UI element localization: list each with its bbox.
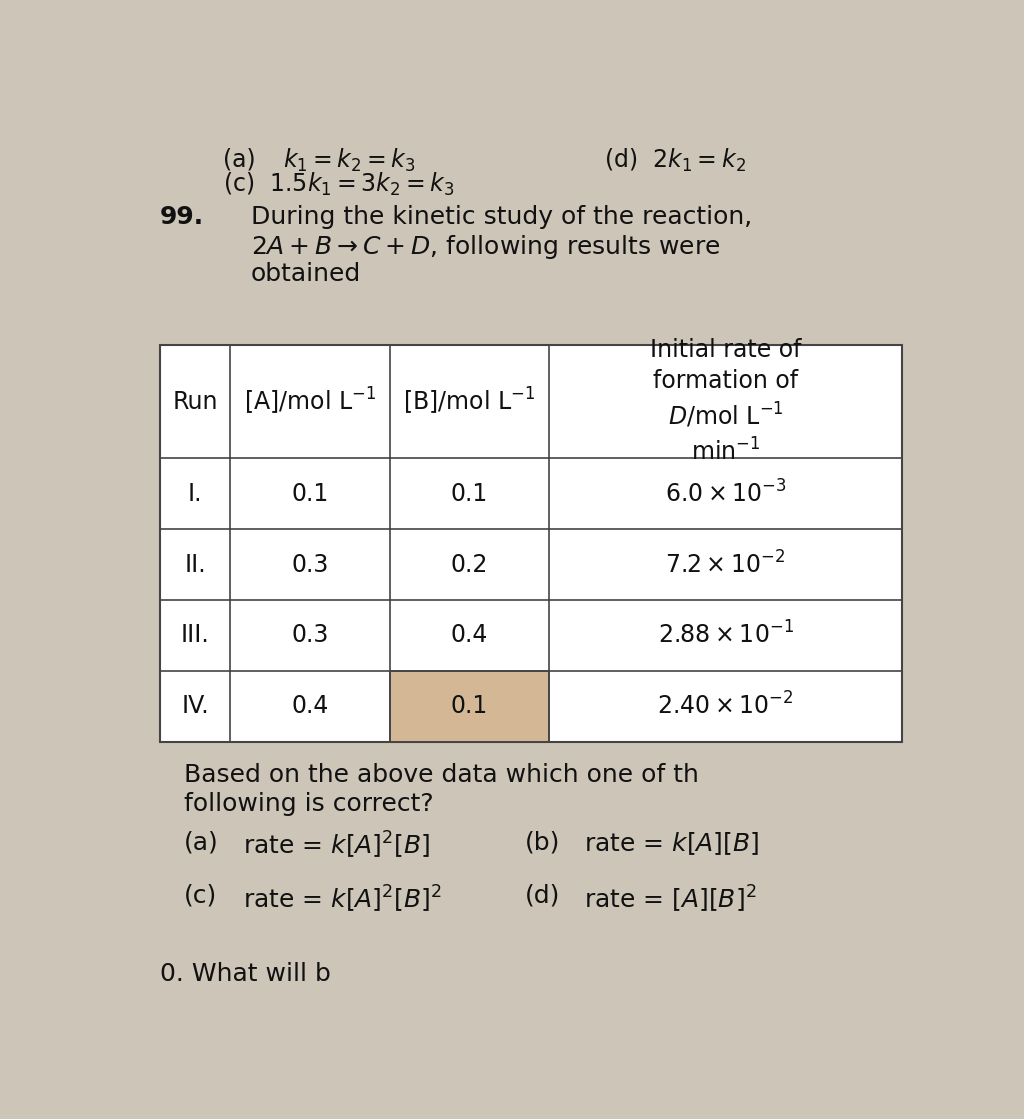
Text: (d)  $2k_1 = k_2$: (d) $2k_1 = k_2$ (604, 148, 746, 175)
Text: (c)  $1.5k_1 = 3k_2 = k_3$: (c) $1.5k_1 = 3k_2 = k_3$ (223, 170, 455, 198)
Text: (c): (c) (183, 884, 217, 908)
Text: $7.2 \times 10^{-2}$: $7.2 \times 10^{-2}$ (666, 551, 785, 579)
Text: rate = $k[A]^2[B]$: rate = $k[A]^2[B]$ (243, 830, 430, 862)
Text: Initial rate of
formation of
$D$/mol L$^{-1}$
min$^{-1}$: Initial rate of formation of $D$/mol L$^… (650, 338, 802, 466)
Text: (b): (b) (524, 830, 560, 855)
Text: 0.1: 0.1 (292, 482, 329, 506)
Text: 0.4: 0.4 (451, 623, 488, 648)
Text: 99.: 99. (160, 205, 204, 229)
Text: III.: III. (180, 623, 209, 648)
Text: (a): (a) (223, 148, 256, 171)
Text: $2.40 \times 10^{-2}$: $2.40 \times 10^{-2}$ (657, 693, 794, 720)
Text: Run: Run (172, 389, 218, 414)
Text: II.: II. (184, 553, 206, 576)
Bar (160, 346, 902, 742)
Text: (a): (a) (183, 830, 218, 855)
Text: rate = $k[A]^2[B]^2$: rate = $k[A]^2[B]^2$ (243, 884, 442, 915)
Text: 0.3: 0.3 (291, 623, 329, 648)
Text: $6.0 \times 10^{-3}$: $6.0 \times 10^{-3}$ (665, 480, 786, 507)
Text: 0.3: 0.3 (291, 553, 329, 576)
Text: 0.1: 0.1 (451, 482, 488, 506)
Text: (d): (d) (524, 884, 560, 908)
Text: rate = $[A][B]^2$: rate = $[A][B]^2$ (585, 884, 757, 915)
Bar (390, 671, 549, 742)
Text: 0.4: 0.4 (291, 694, 329, 718)
Text: following is correct?: following is correct? (183, 792, 433, 816)
Text: rate = $k[A][B]$: rate = $k[A][B]$ (585, 830, 760, 857)
Text: IV.: IV. (181, 694, 209, 718)
Text: obtained: obtained (251, 262, 361, 285)
Text: 0.1: 0.1 (451, 694, 488, 718)
Text: I.: I. (187, 482, 202, 506)
Text: $k_1 = k_2 = k_3$: $k_1 = k_2 = k_3$ (283, 148, 416, 175)
Text: During the kinetic study of the reaction,: During the kinetic study of the reaction… (251, 205, 753, 229)
Text: $2A + B \rightarrow C + D$, following results were: $2A + B \rightarrow C + D$, following re… (251, 234, 721, 262)
Text: 0. What will b: 0. What will b (160, 961, 331, 986)
Text: 0.2: 0.2 (451, 553, 488, 576)
Text: $2.88 \times 10^{-1}$: $2.88 \times 10^{-1}$ (657, 622, 794, 649)
Text: [A]/mol L$^{-1}$: [A]/mol L$^{-1}$ (244, 386, 376, 417)
Text: Based on the above data which one of th: Based on the above data which one of th (183, 763, 698, 788)
Text: [B]/mol L$^{-1}$: [B]/mol L$^{-1}$ (403, 386, 536, 417)
